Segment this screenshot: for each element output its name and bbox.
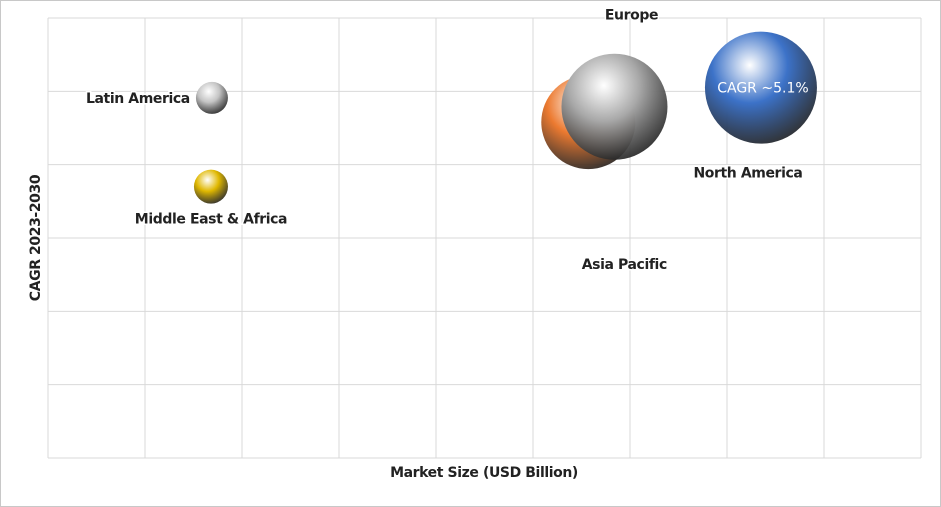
bubble — [195, 81, 228, 114]
bubble — [193, 169, 228, 204]
bubble — [704, 31, 817, 144]
x-axis-title: Market Size (USD Billion) — [390, 465, 578, 481]
bubble-label: North America — [693, 166, 802, 182]
bubble-label: Latin America — [86, 91, 190, 107]
bubble-label: Middle East & Africa — [135, 212, 287, 228]
bubble-label: Europe — [605, 8, 658, 24]
y-axis-title: CAGR 2023-2030 — [28, 174, 44, 301]
annotation: CAGR ~5.1% — [717, 81, 808, 97]
bubble — [561, 53, 668, 160]
bubble-label: Asia Pacific — [582, 257, 667, 273]
